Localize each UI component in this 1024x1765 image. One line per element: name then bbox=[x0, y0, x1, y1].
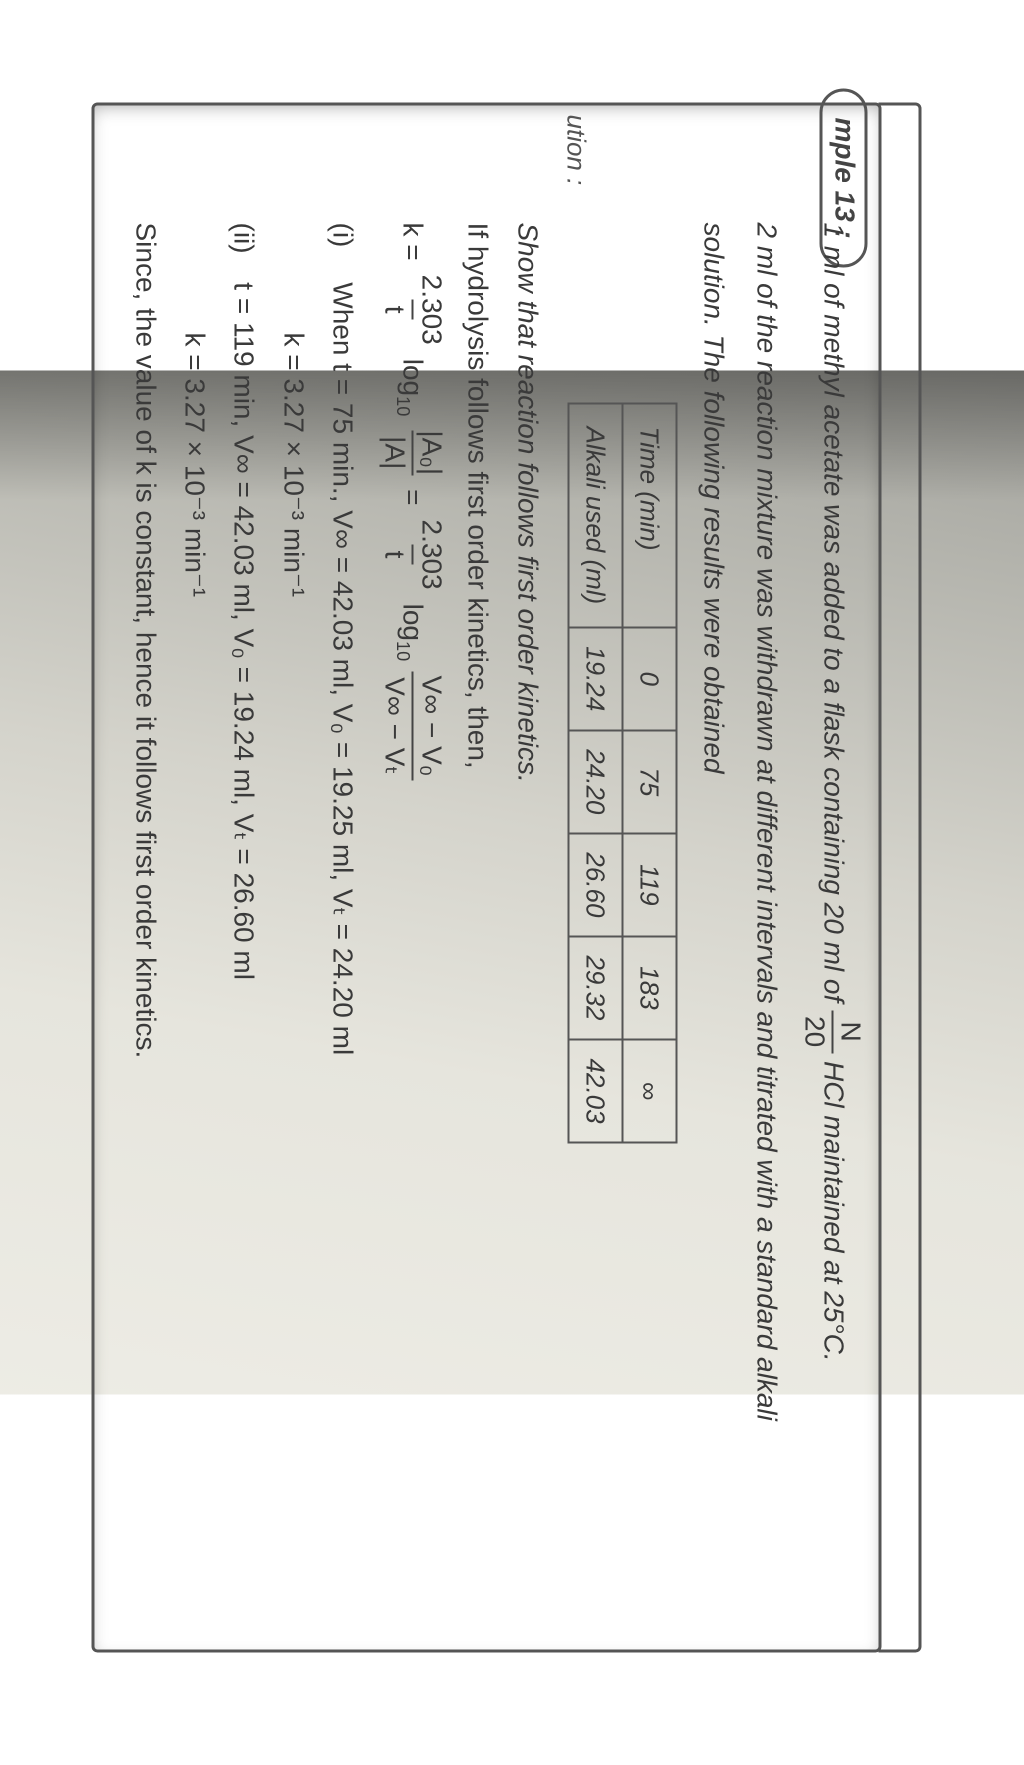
since-line: Since, the value of k is constant, hence… bbox=[124, 223, 167, 1623]
case-i-k: k = 3.27 × 10⁻³ min⁻¹ bbox=[272, 333, 315, 1623]
case-i: (i) When t = 75 min., V∞ = 42.03 ml, V₀ … bbox=[321, 223, 364, 1623]
row1-header: Time (min) bbox=[622, 404, 676, 628]
intro-1a: 1 ml of methyl acetate was added to a fl… bbox=[819, 223, 850, 1011]
frac-2303-t-1: 2.303 t bbox=[379, 271, 447, 349]
top-rule bbox=[879, 103, 922, 1653]
k-equals: k = bbox=[391, 223, 434, 261]
log-text: log bbox=[397, 604, 428, 641]
intro-line-3: solution. The following results were obt… bbox=[692, 223, 735, 1623]
row2-header: Alkali used (ml) bbox=[568, 404, 622, 628]
den: |A| bbox=[379, 430, 414, 475]
photo-scene: mple 13 : ution : 1 ml of methyl acetate… bbox=[0, 371, 1024, 1395]
n-over-20: N 20 bbox=[798, 1010, 866, 1053]
equals-2: = bbox=[391, 489, 434, 505]
case-ii: (ii) t = 119 min, V∞ = 42.03 ml, V₀ = 19… bbox=[222, 223, 265, 1623]
table-row: Time (min) 0 75 119 183 ∞ bbox=[622, 404, 676, 1143]
cell: 42.03 bbox=[568, 1040, 622, 1143]
frac-vinf: V∞ − V₀ V∞ − Vₜ bbox=[379, 671, 447, 780]
cell: 19.24 bbox=[568, 627, 622, 730]
log-2: log10 bbox=[391, 604, 434, 662]
log-base: 10 bbox=[393, 396, 413, 416]
roman-ii: (ii) bbox=[222, 223, 265, 275]
den: t bbox=[379, 545, 414, 565]
frac-n: N bbox=[833, 1018, 866, 1046]
case-ii-text: t = 119 min, V∞ = 42.03 ml, V₀ = 19.24 m… bbox=[229, 282, 260, 980]
cell: 29.32 bbox=[568, 936, 622, 1039]
num: |A₀| bbox=[413, 426, 446, 479]
show-line: Show that reaction follows first order k… bbox=[506, 223, 549, 1623]
num: 2.303 bbox=[413, 516, 446, 594]
frac-a0-a: |A₀| |A| bbox=[379, 426, 447, 479]
intro-line-2: 2 ml of the reaction mixture was withdra… bbox=[745, 223, 788, 1623]
num: 2.303 bbox=[413, 271, 446, 349]
cell: 24.20 bbox=[568, 730, 622, 833]
frac-d: 20 bbox=[798, 1010, 833, 1053]
cell: 119 bbox=[622, 833, 676, 936]
cell: 0 bbox=[622, 627, 676, 730]
den: V∞ − Vₜ bbox=[379, 671, 414, 780]
solution-label: ution : bbox=[561, 115, 592, 186]
page: mple 13 : ution : 1 ml of methyl acetate… bbox=[62, 83, 962, 1683]
cell: 26.60 bbox=[568, 833, 622, 936]
intro-line-1: 1 ml of methyl acetate was added to a fl… bbox=[798, 223, 866, 1623]
if-line: If hydrolysis follows first order kineti… bbox=[456, 223, 499, 1623]
log-text: log bbox=[397, 359, 428, 396]
log-base: 10 bbox=[393, 641, 413, 661]
table-row: Alkali used (ml) 19.24 24.20 26.60 29.32… bbox=[568, 404, 622, 1143]
den: t bbox=[379, 300, 414, 320]
intro-1b: HCl maintained at 25°C. bbox=[819, 1061, 850, 1362]
log-1: log10 bbox=[391, 359, 434, 417]
case-i-text: When t = 75 min., V∞ = 42.03 ml, V₀ = 19… bbox=[328, 282, 359, 1055]
cell: 183 bbox=[622, 936, 676, 1039]
rate-equation: k = 2.303 t log10 |A₀| |A| = 2.303 t bbox=[379, 223, 447, 1623]
example-content: 1 ml of methyl acetate was added to a fl… bbox=[122, 223, 866, 1623]
frac-2303-t-2: 2.303 t bbox=[379, 516, 447, 594]
roman-i: (i) bbox=[321, 223, 364, 275]
cell: ∞ bbox=[622, 1040, 676, 1143]
data-table: Time (min) 0 75 119 183 ∞ Alkali used (m… bbox=[567, 403, 678, 1144]
cell: 75 bbox=[622, 730, 676, 833]
case-ii-k: k = 3.27 × 10⁻³ min⁻¹ bbox=[173, 333, 216, 1623]
num: V∞ − V₀ bbox=[413, 672, 446, 781]
